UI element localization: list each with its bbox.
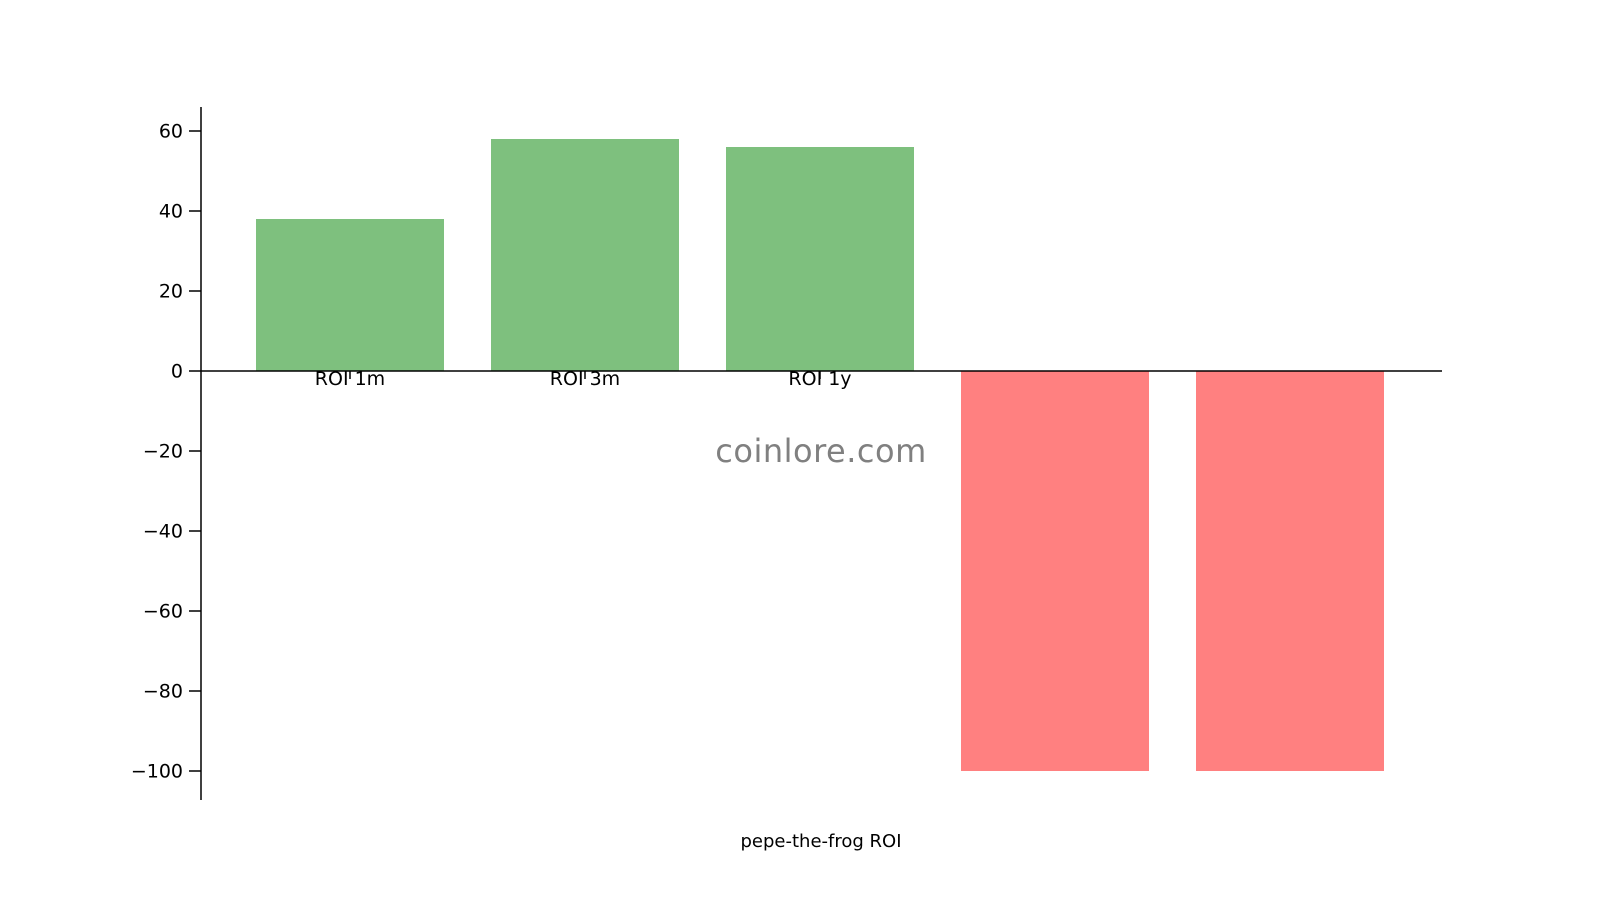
y-tick-label: −40 (143, 521, 183, 543)
y-tick-label: 20 (159, 281, 183, 303)
x-tick-label: ROI 1y (788, 368, 851, 390)
y-tick-label: 60 (159, 121, 183, 143)
bar-3 (726, 147, 914, 371)
y-tick-label: −80 (143, 681, 183, 703)
y-tick-label: −100 (131, 761, 183, 783)
bar-2 (491, 139, 679, 371)
bar-1 (256, 219, 444, 371)
x-tick-label: ROI 3m (550, 368, 620, 390)
y-tick-label: 0 (171, 361, 183, 383)
x-tick-label: ROI 1m (315, 368, 385, 390)
y-tick-label: −20 (143, 441, 183, 463)
chart-title: pepe-the-frog ROI (740, 831, 902, 852)
y-tick-label: 40 (159, 201, 183, 223)
bar-4 (961, 371, 1149, 771)
bar-5 (1196, 371, 1384, 771)
y-tick-label: −60 (143, 601, 183, 623)
watermark-text: coinlore.com (715, 432, 927, 470)
